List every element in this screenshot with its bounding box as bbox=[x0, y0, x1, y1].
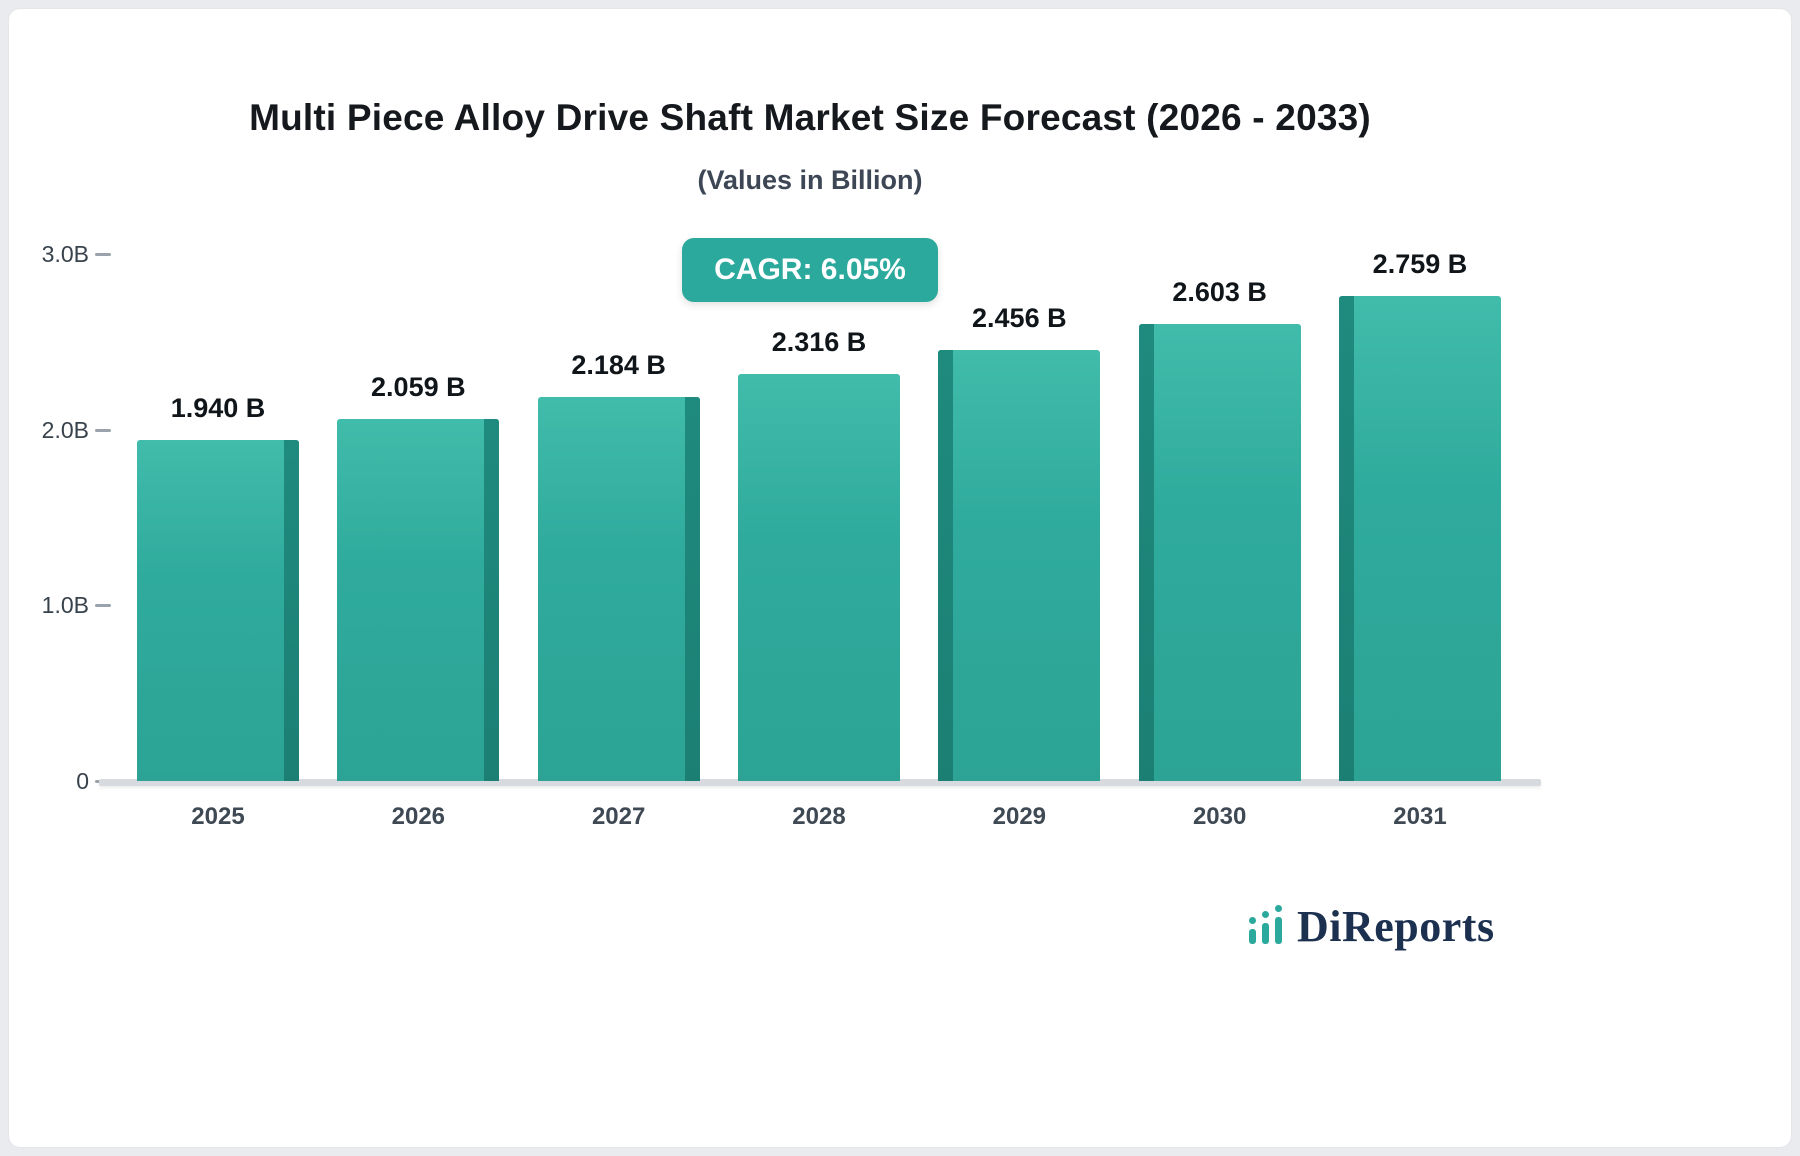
bar-chart-icon bbox=[1245, 904, 1289, 950]
bar-value-label: 2.456 B bbox=[972, 303, 1067, 333]
bar: 2.759 B bbox=[1338, 249, 1501, 781]
y-tick-mark bbox=[95, 604, 111, 608]
bar: 2.059 B bbox=[337, 372, 500, 781]
bar-cell: 2.759 B 2031 bbox=[1338, 249, 1501, 830]
cagr-badge: CAGR: 6.05% bbox=[682, 238, 938, 302]
bar-cell: 2.316 B 2028 bbox=[737, 327, 900, 830]
bar-value-label: 2.316 B bbox=[771, 327, 867, 357]
brand-logo: DiReports bbox=[1245, 901, 1495, 952]
bar: 2.456 B bbox=[938, 303, 1101, 781]
bar-cell: 2.184 B 2027 bbox=[537, 350, 700, 830]
chart-title: Multi Piece Alloy Drive Shaft Market Siz… bbox=[249, 97, 1371, 138]
chart-header: Multi Piece Alloy Drive Shaft Market Siz… bbox=[9, 97, 1791, 302]
x-axis-label: 2029 bbox=[992, 803, 1047, 830]
bar-cell: 1.940 B 2025 bbox=[137, 393, 299, 830]
bars-row: 1.940 B 2025 2.059 B 2026 2.184 B 2027 2.316 B… bbox=[109, 249, 1529, 830]
bar-cell: 2.603 B 2030 bbox=[1138, 277, 1301, 830]
bar: 2.184 B bbox=[537, 350, 700, 781]
x-axis-label: 2030 bbox=[1192, 803, 1247, 830]
bar-cell: 2.059 B 2026 bbox=[337, 372, 500, 830]
brand-name: DiReports bbox=[1297, 902, 1495, 951]
chart-card: Multi Piece Alloy Drive Shaft Market Siz… bbox=[8, 8, 1792, 1148]
bar-value-label: 2.603 B bbox=[1172, 277, 1267, 307]
bar: 2.316 B bbox=[737, 327, 900, 781]
bar-side-shade bbox=[284, 440, 299, 781]
chart-subtitle: (Values in Billion) bbox=[697, 165, 923, 195]
bar-value-label: 1.940 B bbox=[170, 393, 266, 423]
x-axis-label: 2025 bbox=[191, 803, 245, 830]
bar-side-shade bbox=[1338, 296, 1354, 781]
bar-side-shade bbox=[938, 350, 954, 781]
y-tick-mark bbox=[95, 253, 111, 256]
x-axis-label: 2031 bbox=[1393, 803, 1447, 830]
x-axis-label: 2026 bbox=[391, 803, 446, 830]
y-tick-label: 3.0B bbox=[41, 241, 89, 267]
y-tick-label: 1.0B bbox=[41, 592, 89, 619]
bar-value-label: 2.059 B bbox=[371, 372, 466, 402]
bar-cell: 2.456 B 2029 bbox=[938, 303, 1101, 830]
bar-side-shade bbox=[684, 397, 700, 781]
bar-value-label: 2.184 B bbox=[571, 350, 666, 380]
x-axis-label: 2027 bbox=[591, 803, 646, 830]
y-tick-mark bbox=[95, 428, 111, 432]
bar-side-shade bbox=[484, 419, 500, 781]
x-axis-line bbox=[99, 779, 1541, 786]
bar: 2.603 B bbox=[1138, 277, 1301, 781]
bar: 1.940 B bbox=[137, 393, 299, 781]
x-axis-label: 2028 bbox=[792, 803, 846, 830]
y-tick-label: 2.0B bbox=[41, 416, 89, 443]
bar-side-shade bbox=[1138, 324, 1154, 781]
plot-area: 1.940 B 2025 2.059 B 2026 2.184 B 2027 2.316 B… bbox=[99, 249, 1541, 830]
y-tick-label: 0 bbox=[76, 768, 89, 794]
bar-value-label: 2.759 B bbox=[1372, 249, 1468, 279]
